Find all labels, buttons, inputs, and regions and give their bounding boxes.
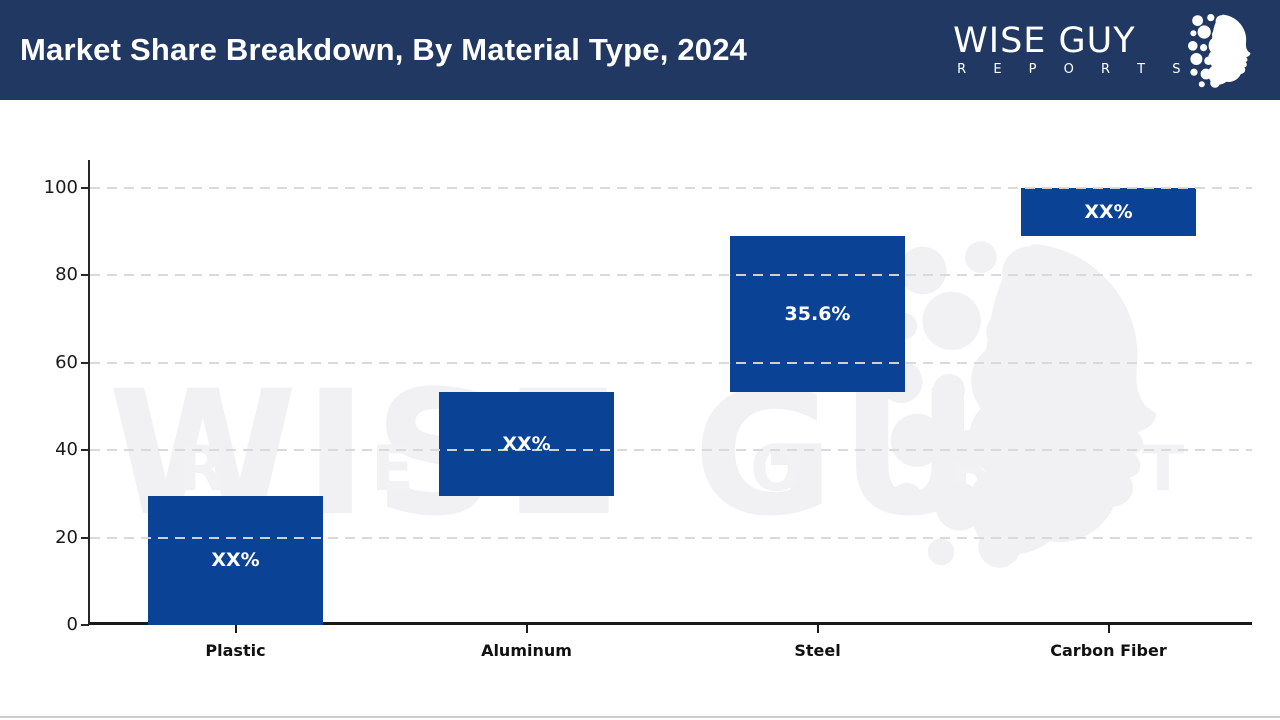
plot-area: 0 20 40 60 80 100 XX% Plastic XX% Aluminum 35.6% St… — [44, 160, 1252, 660]
y-tick-mark-80 — [81, 274, 89, 277]
x-axis-label-steel: Steel — [794, 641, 841, 660]
bottom-divider — [0, 716, 1280, 718]
gridline-100 — [90, 186, 1252, 189]
x-tick-mark-steel — [816, 625, 819, 633]
y-tick-label-80: 80 — [55, 264, 78, 286]
bar-carbon-fiber — [1021, 187, 1196, 237]
gridline-40 — [90, 449, 1252, 452]
bar-value-label-plastic: XX% — [211, 549, 260, 572]
gridline-60 — [90, 361, 1252, 364]
y-tick-label-60: 60 — [55, 351, 78, 373]
x-axis-label-aluminum: Aluminum — [481, 641, 572, 660]
gridline-80 — [90, 274, 1252, 277]
y-tick-label-40: 40 — [55, 439, 78, 461]
y-tick-mark-40 — [81, 449, 89, 452]
x-axis-label-plastic: Plastic — [205, 641, 266, 660]
bar-plastic — [148, 495, 323, 625]
y-tick-mark-0 — [81, 624, 89, 626]
bar-aluminum — [439, 391, 614, 496]
brand-logo: WISE GUY R E P O R T S — [953, 11, 1254, 89]
gridline-20 — [90, 536, 1252, 539]
x-tick-mark-carbon-fiber — [1107, 625, 1110, 633]
y-tick-mark-100 — [81, 186, 89, 189]
app-header: Market Share Breakdown, By Material Type… — [0, 0, 1280, 100]
bar-value-label-steel: 35.6% — [784, 302, 851, 325]
y-tick-mark-20 — [81, 536, 89, 539]
y-tick-mark-60 — [81, 361, 89, 364]
x-axis-label-carbon-fiber: Carbon Fiber — [1050, 641, 1167, 660]
x-tick-mark-aluminum — [525, 625, 528, 633]
brand-name: WISE GUY — [953, 20, 1136, 61]
brand-logo-text: WISE GUY R E P O R T S — [953, 20, 1192, 77]
brand-subtitle: R E P O R T S — [957, 61, 1192, 77]
x-tick-mark-plastic — [234, 625, 237, 633]
bar-value-label-aluminum: XX% — [502, 432, 551, 455]
chart-area: WISE GUY R E P O R T S 020406080100XX%Pl… — [0, 100, 1280, 716]
bar-value-label-carbon-fiber: XX% — [1084, 200, 1133, 223]
y-tick-label-100: 100 — [43, 176, 78, 198]
y-tick-label-20: 20 — [55, 526, 78, 548]
y-tick-label-0: 0 — [66, 614, 78, 635]
page-title: Market Share Breakdown, By Material Type… — [20, 32, 748, 67]
bar-steel — [730, 236, 905, 392]
head-profile-icon — [1188, 14, 1251, 88]
